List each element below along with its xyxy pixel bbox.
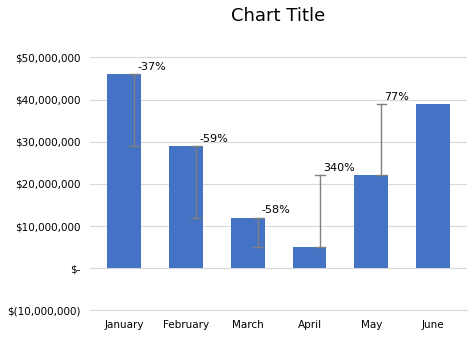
Bar bbox=[169, 146, 203, 268]
Bar bbox=[354, 176, 388, 268]
Bar bbox=[416, 104, 450, 268]
Bar bbox=[292, 247, 327, 268]
Text: 77%: 77% bbox=[384, 92, 410, 102]
Text: -37%: -37% bbox=[137, 62, 166, 72]
Bar bbox=[107, 74, 141, 268]
Text: -58%: -58% bbox=[261, 206, 290, 215]
Text: 340%: 340% bbox=[323, 163, 355, 173]
Text: -59%: -59% bbox=[199, 134, 228, 144]
Bar bbox=[231, 218, 264, 268]
Title: Chart Title: Chart Title bbox=[231, 7, 326, 25]
